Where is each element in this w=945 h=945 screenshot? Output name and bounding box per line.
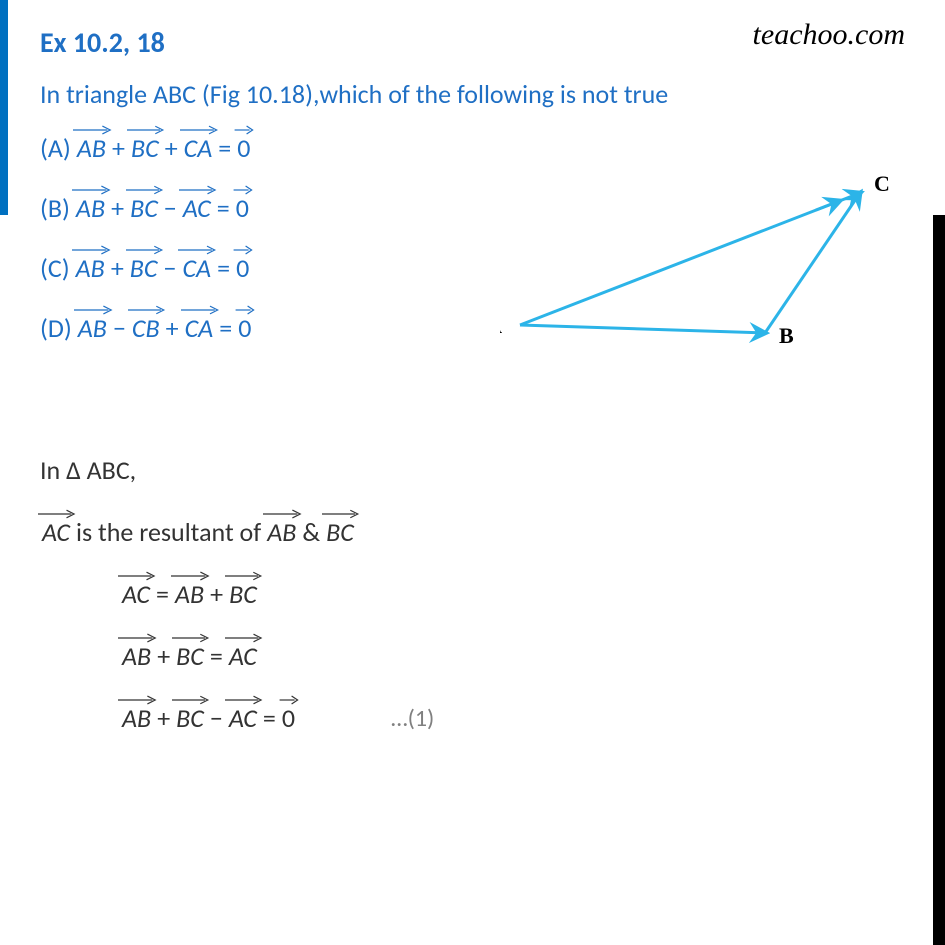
triangle-diagram: A B C <box>500 165 900 370</box>
content-area: Ex 10.2, 18 In triangle ABC (Fig 10.18),… <box>40 25 910 764</box>
zero-vector: 0 <box>235 132 252 164</box>
op: + <box>111 252 124 284</box>
plus: + <box>157 640 170 672</box>
zero-vector: 0 <box>234 192 251 224</box>
sol-line-5: AB + BC − AC = 0 …(1) <box>120 702 910 734</box>
option-c-label: (C) <box>40 252 70 284</box>
svg-text:C: C <box>874 171 890 196</box>
op: + <box>112 132 125 164</box>
op: − <box>164 192 177 224</box>
svg-text:B: B <box>779 323 794 348</box>
eq: = <box>217 192 230 224</box>
eq: = <box>210 640 223 672</box>
exercise-title: Ex 10.2, 18 <box>40 25 910 60</box>
eq: = <box>218 132 231 164</box>
eq: = <box>219 312 232 344</box>
vector-ac: AC <box>227 640 259 672</box>
zero-vector: 0 <box>234 252 251 284</box>
zero-vector: 0 <box>280 702 297 734</box>
vector-ab: AB <box>120 640 153 672</box>
vector-cb: CB <box>130 312 162 344</box>
op: + <box>166 312 179 344</box>
vector-ac: AC <box>40 516 72 548</box>
svg-text:A: A <box>500 313 502 338</box>
sol-line-4: AB + BC = AC <box>120 640 910 672</box>
vector-bc: BC <box>129 132 161 164</box>
vector-ca: CA <box>183 312 216 344</box>
solution-block: In Δ ABC, AC is the resultant of AB & BC… <box>40 454 910 734</box>
sol-line-1: In Δ ABC, <box>40 454 910 486</box>
vector-ab: AB <box>75 132 108 164</box>
zero-vector: 0 <box>236 312 253 344</box>
op: + <box>111 192 124 224</box>
vector-ab: AB <box>74 192 107 224</box>
vector-ab: AB <box>120 702 153 734</box>
text: is the resultant of <box>76 516 261 548</box>
vector-ac: AC <box>120 578 152 610</box>
vector-bc: BC <box>324 516 356 548</box>
option-a: (A) AB + BC + CA = 0 <box>40 132 910 164</box>
vector-bc: BC <box>174 702 206 734</box>
vector-ac: AC <box>181 192 213 224</box>
vector-ab: AB <box>74 252 107 284</box>
vector-ab: AB <box>265 516 298 548</box>
sol-line-2: AC is the resultant of AB & BC <box>40 516 910 548</box>
eq: = <box>217 252 230 284</box>
option-b-label: (B) <box>40 192 70 224</box>
eq-ref: …(1) <box>391 704 434 733</box>
vector-ca: CA <box>180 252 213 284</box>
eq: = <box>263 702 276 734</box>
vector-ac: AC <box>227 702 259 734</box>
vector-bc: BC <box>128 192 160 224</box>
vector-bc: BC <box>128 252 160 284</box>
vector-bc: BC <box>227 578 259 610</box>
minus: − <box>210 702 223 734</box>
vector-ab: AB <box>173 578 206 610</box>
plus: + <box>157 702 170 734</box>
op: − <box>164 252 177 284</box>
plus: + <box>210 578 223 610</box>
right-black-bar <box>933 215 945 945</box>
op: + <box>165 132 178 164</box>
sol-line-3: AC = AB + BC <box>120 578 910 610</box>
op: − <box>113 312 126 344</box>
vector-ab: AB <box>76 312 109 344</box>
amp: & <box>302 516 320 548</box>
left-blue-bar <box>0 0 8 215</box>
option-a-label: (A) <box>40 132 71 164</box>
vector-ca: CA <box>182 132 215 164</box>
eq: = <box>156 578 169 610</box>
question-text: In triangle ABC (Fig 10.18),which of the… <box>40 78 910 110</box>
option-d-label: (D) <box>40 312 72 344</box>
vector-bc: BC <box>174 640 206 672</box>
